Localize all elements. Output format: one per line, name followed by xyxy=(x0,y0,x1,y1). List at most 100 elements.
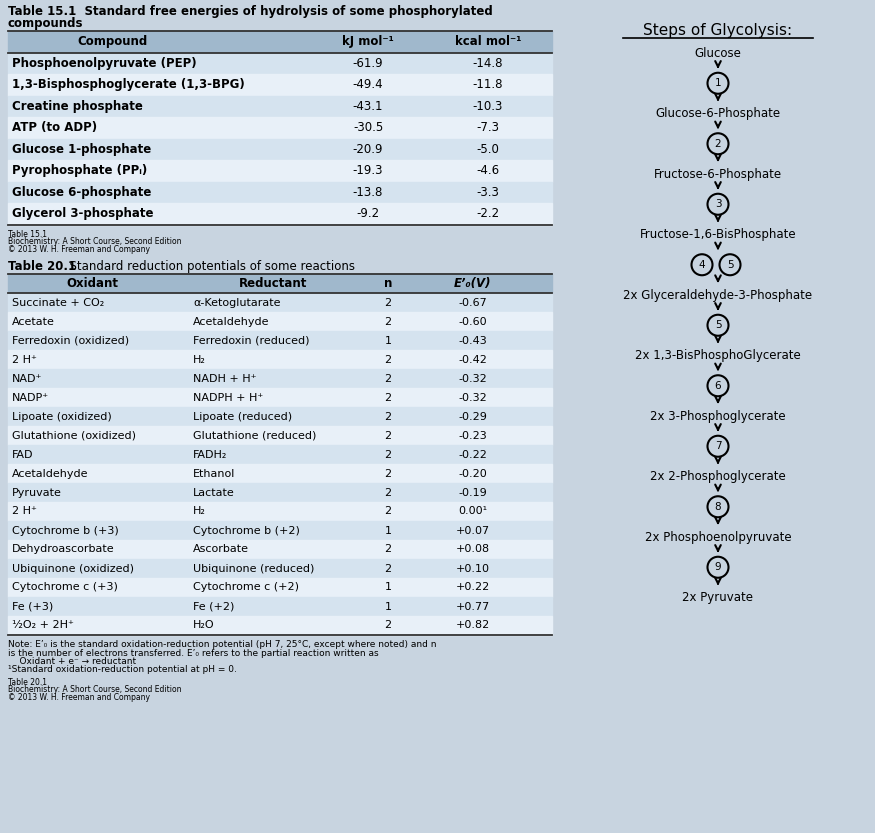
Text: 2x Pyruvate: 2x Pyruvate xyxy=(682,591,753,604)
Text: +0.22: +0.22 xyxy=(456,582,490,592)
Bar xyxy=(8,117,552,138)
Text: -2.2: -2.2 xyxy=(477,207,500,220)
Text: H₂: H₂ xyxy=(193,355,206,365)
Text: 2 H⁺: 2 H⁺ xyxy=(12,355,37,365)
Text: Cytochrome b (+3): Cytochrome b (+3) xyxy=(12,526,119,536)
Text: 2: 2 xyxy=(384,297,392,307)
Text: Lactate: Lactate xyxy=(193,487,234,497)
Text: -10.3: -10.3 xyxy=(473,100,503,112)
Text: Glucose-6-Phosphate: Glucose-6-Phosphate xyxy=(655,107,780,120)
Text: compounds: compounds xyxy=(8,17,83,30)
Text: Acetaldehyde: Acetaldehyde xyxy=(193,317,270,327)
Text: Ascorbate: Ascorbate xyxy=(193,545,249,555)
Text: ¹⁄₂O₂ + 2H⁺: ¹⁄₂O₂ + 2H⁺ xyxy=(12,621,74,631)
Text: 2x 2-Phosphoglycerate: 2x 2-Phosphoglycerate xyxy=(650,470,786,483)
Bar xyxy=(8,521,552,540)
Text: H₂O: H₂O xyxy=(193,621,214,631)
Text: 2: 2 xyxy=(384,355,392,365)
Text: Oxidant + e⁻ → reductant: Oxidant + e⁻ → reductant xyxy=(8,657,136,666)
Text: Succinate + CO₂: Succinate + CO₂ xyxy=(12,297,104,307)
Text: Glutathione (reduced): Glutathione (reduced) xyxy=(193,431,317,441)
Bar xyxy=(8,578,552,597)
Text: n: n xyxy=(384,277,392,290)
Text: 7: 7 xyxy=(715,441,721,451)
Text: Pyruvate: Pyruvate xyxy=(12,487,62,497)
Text: Glucose 6-phosphate: Glucose 6-phosphate xyxy=(12,186,151,199)
Text: Ubiquinone (reduced): Ubiquinone (reduced) xyxy=(193,563,314,573)
Text: Glutathione (oxidized): Glutathione (oxidized) xyxy=(12,431,136,441)
Text: FAD: FAD xyxy=(12,450,33,460)
Text: 1: 1 xyxy=(384,336,391,346)
Bar xyxy=(8,312,552,331)
Text: Biochemistry: A Short Course, Second Edition: Biochemistry: A Short Course, Second Edi… xyxy=(8,237,181,246)
Text: -61.9: -61.9 xyxy=(353,57,383,70)
Bar xyxy=(8,182,552,203)
Text: 4: 4 xyxy=(699,260,705,270)
Text: -43.1: -43.1 xyxy=(353,100,383,112)
Text: 0.00¹: 0.00¹ xyxy=(458,506,487,516)
Text: -0.32: -0.32 xyxy=(458,373,487,383)
Text: Lipoate (oxidized): Lipoate (oxidized) xyxy=(12,412,112,421)
Bar xyxy=(8,96,552,117)
Text: © 2013 W. H. Freeman and Company: © 2013 W. H. Freeman and Company xyxy=(8,245,150,253)
Text: Oxidant: Oxidant xyxy=(66,277,118,290)
Bar xyxy=(8,350,552,369)
Text: Ethanol: Ethanol xyxy=(193,468,235,478)
Bar xyxy=(8,597,552,616)
Text: Fe (+3): Fe (+3) xyxy=(12,601,53,611)
Text: Table 15.1  Standard free energies of hydrolysis of some phosphorylated: Table 15.1 Standard free energies of hyd… xyxy=(8,5,493,18)
Text: 2: 2 xyxy=(384,621,392,631)
Text: 1: 1 xyxy=(384,601,391,611)
Text: +0.08: +0.08 xyxy=(456,545,490,555)
Text: FADH₂: FADH₂ xyxy=(193,450,228,460)
Text: -14.8: -14.8 xyxy=(473,57,503,70)
Text: -7.3: -7.3 xyxy=(477,122,500,134)
Text: +0.10: +0.10 xyxy=(456,563,490,573)
Text: © 2013 W. H. Freeman and Company: © 2013 W. H. Freeman and Company xyxy=(8,693,150,702)
Text: 1: 1 xyxy=(384,526,391,536)
Bar xyxy=(8,369,552,388)
Text: Table 20.1: Table 20.1 xyxy=(8,678,47,687)
Text: +0.82: +0.82 xyxy=(456,621,490,631)
Text: Glucose: Glucose xyxy=(695,47,741,59)
Text: Ferredoxin (oxidized): Ferredoxin (oxidized) xyxy=(12,336,130,346)
Text: Cytochrome c (+2): Cytochrome c (+2) xyxy=(193,582,299,592)
Text: 1: 1 xyxy=(715,78,721,88)
Text: kcal mol⁻¹: kcal mol⁻¹ xyxy=(455,35,522,48)
Bar xyxy=(8,274,552,293)
Text: Fructose-1,6-BisPhosphate: Fructose-1,6-BisPhosphate xyxy=(640,228,796,241)
Text: NADPH + H⁺: NADPH + H⁺ xyxy=(193,392,263,402)
Bar xyxy=(8,445,552,464)
Bar xyxy=(8,52,552,74)
Bar xyxy=(8,426,552,445)
Text: Ferredoxin (reduced): Ferredoxin (reduced) xyxy=(193,336,310,346)
Text: Cytochrome b (+2): Cytochrome b (+2) xyxy=(193,526,300,536)
Text: Table 20.1: Table 20.1 xyxy=(8,260,76,273)
Text: 2: 2 xyxy=(384,563,392,573)
Text: E’₀(V): E’₀(V) xyxy=(454,277,492,290)
Text: -0.20: -0.20 xyxy=(458,468,487,478)
Text: -30.5: -30.5 xyxy=(353,122,383,134)
Text: Biochemistry: A Short Course, Second Edition: Biochemistry: A Short Course, Second Edi… xyxy=(8,686,181,695)
Text: 2: 2 xyxy=(384,392,392,402)
Text: Fe (+2): Fe (+2) xyxy=(193,601,234,611)
Text: -0.23: -0.23 xyxy=(458,431,487,441)
Text: -0.42: -0.42 xyxy=(458,355,487,365)
Text: NADP⁺: NADP⁺ xyxy=(12,392,49,402)
Text: Glycerol 3-phosphate: Glycerol 3-phosphate xyxy=(12,207,153,220)
Text: -20.9: -20.9 xyxy=(353,142,383,156)
Text: Dehydroascorbate: Dehydroascorbate xyxy=(12,545,115,555)
Text: 2: 2 xyxy=(715,139,721,149)
Text: -0.19: -0.19 xyxy=(458,487,487,497)
Text: 2: 2 xyxy=(384,412,392,421)
Text: 8: 8 xyxy=(715,501,721,511)
Bar xyxy=(8,160,552,182)
Text: Note: E’₀ is the standard oxidation-reduction potential (pH 7, 25°C, except wher: Note: E’₀ is the standard oxidation-redu… xyxy=(8,640,437,649)
Text: Fructose-6-Phosphate: Fructose-6-Phosphate xyxy=(654,167,782,181)
Text: 2: 2 xyxy=(384,373,392,383)
Text: Pyrophosphate (PPᵢ): Pyrophosphate (PPᵢ) xyxy=(12,164,147,177)
Text: -19.3: -19.3 xyxy=(353,164,383,177)
Text: NAD⁺: NAD⁺ xyxy=(12,373,42,383)
Text: Creatine phosphate: Creatine phosphate xyxy=(12,100,143,112)
Text: 2x 3-Phosphoglycerate: 2x 3-Phosphoglycerate xyxy=(650,410,786,422)
